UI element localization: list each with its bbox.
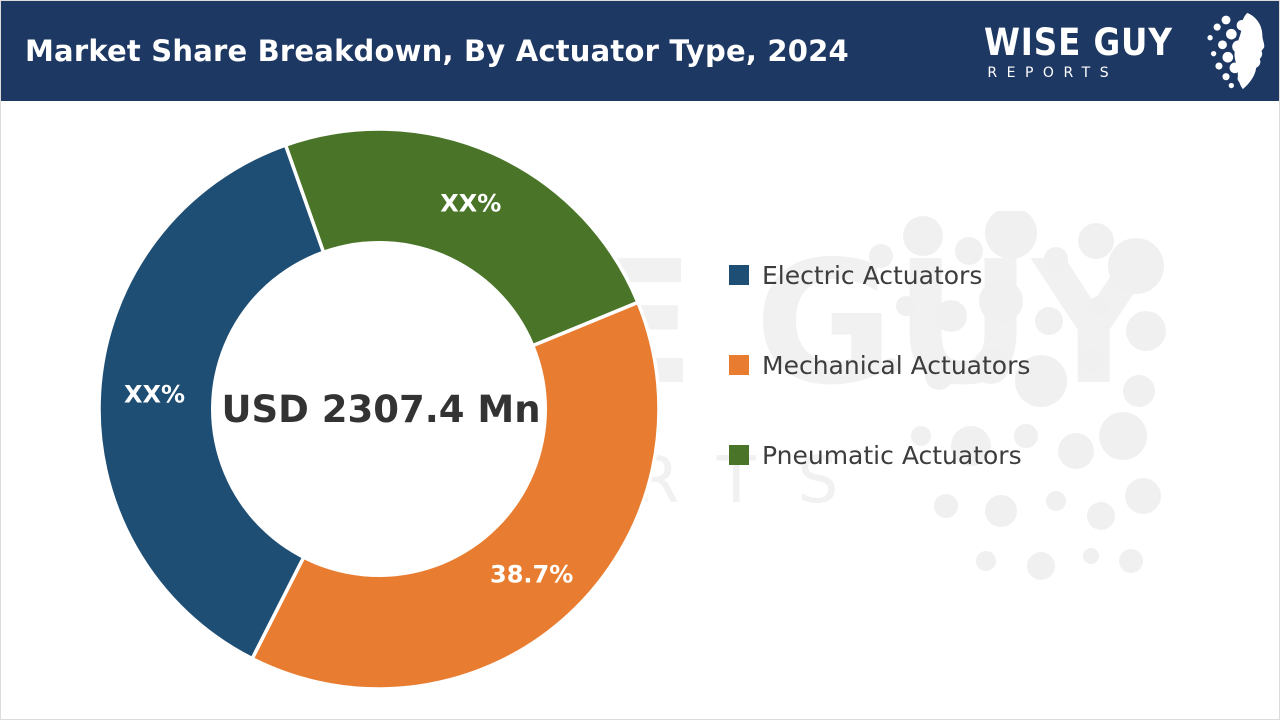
logo-wordmark: WISE GUY — [984, 21, 1174, 64]
page-title: Market Share Breakdown, By Actuator Type… — [25, 34, 849, 68]
donut-chart: XX% 38.7% XX% — [79, 109, 679, 709]
logo-text: WISE GUY REPORTS — [984, 21, 1199, 81]
legend-label: Electric Actuators — [762, 260, 983, 290]
logo-subtitle: REPORTS — [987, 65, 1119, 81]
legend-item-pneumatic-actuators: Pneumatic Actuators — [729, 440, 1030, 470]
slice-value-label-pneumatic-actuators: XX% — [440, 190, 501, 218]
slice-value-label-electric-actuators: XX% — [124, 380, 185, 408]
wise-guy-face-icon — [1207, 12, 1265, 90]
donut-hole — [211, 241, 547, 577]
legend-item-mechanical-actuators: Mechanical Actuators — [729, 350, 1031, 380]
chart-center-total: USD 2307.4 Mn — [221, 388, 541, 431]
donut-chart-svg: XX% 38.7% XX% — [97, 127, 661, 691]
legend-swatch-pneumatic — [729, 445, 749, 465]
legend-swatch-electric — [729, 265, 749, 285]
watermark-face-dots-icon — [869, 211, 1166, 580]
legend-label: Pneumatic Actuators — [762, 440, 1022, 470]
legend-item-electric-actuators: Electric Actuators — [729, 260, 1030, 290]
wise-guy-logo: WISE GUY REPORTS — [984, 11, 1265, 91]
legend-label: Mechanical Actuators — [762, 350, 1031, 380]
legend-swatch-mechanical — [729, 355, 749, 375]
header-bar: Market Share Breakdown, By Actuator Type… — [1, 1, 1279, 101]
slice-value-label-mechanical-actuators: 38.7% — [490, 560, 573, 588]
chart-legend: Electric Actuators Mechanical Actuators … — [729, 260, 1031, 533]
